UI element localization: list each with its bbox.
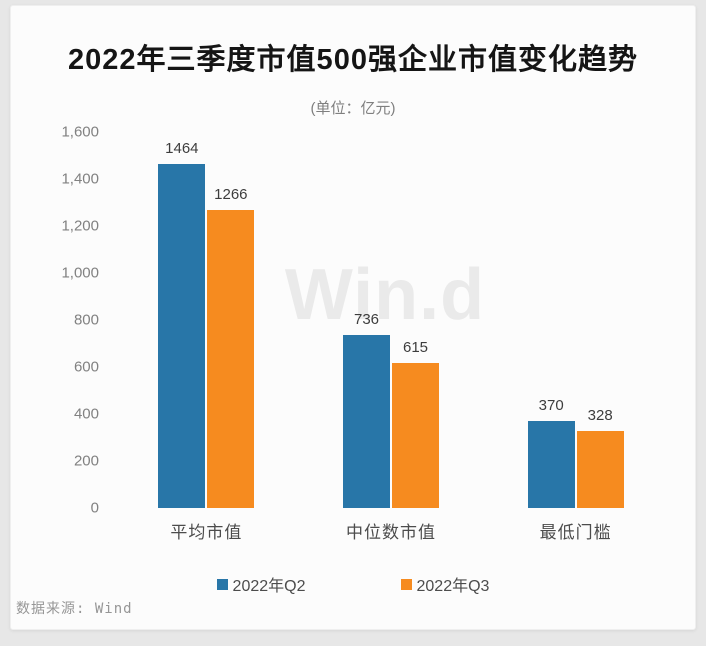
- bar-column: 615: [392, 339, 439, 508]
- y-axis: 0 200 400 600 800 1,000 1,200 1,400 1,600: [31, 124, 99, 517]
- bar: [392, 363, 439, 508]
- chart-card: Win.d 2022年三季度市值500强企业市值变化趋势 (单位：亿元) 0 20…: [10, 5, 696, 630]
- bar-value-label: 1266: [214, 186, 248, 203]
- bar-column: 328: [576, 407, 624, 508]
- bar-value-label: 736: [353, 311, 380, 328]
- bar-value-label: 1464: [165, 140, 199, 157]
- bar-group: 370 328: [483, 132, 668, 508]
- bar: [527, 421, 575, 508]
- plot-area: 1464 1266 736 615 370 328: [114, 132, 668, 508]
- y-tick-label: 0: [90, 499, 99, 517]
- bar-column: 1266: [207, 186, 255, 508]
- bar-column: 736: [343, 311, 390, 508]
- legend-label: 2022年Q3: [416, 578, 490, 595]
- y-tick-label: 1,400: [61, 170, 99, 188]
- bar: [207, 210, 255, 508]
- y-tick-label: 1,000: [61, 264, 99, 282]
- legend-label: 2022年Q2: [232, 578, 306, 595]
- chart-subtitle: (单位：亿元): [310, 100, 396, 117]
- chart-title: 2022年三季度市值500强企业市值变化趋势: [68, 44, 638, 76]
- bar-group: 1464 1266: [114, 132, 299, 508]
- legend-item: 2022年Q3: [400, 572, 490, 596]
- category-label: 中位数市值: [346, 523, 436, 542]
- y-tick-label: 200: [73, 452, 99, 470]
- wind-watermark: Win.d: [284, 255, 486, 335]
- bar: [343, 335, 390, 508]
- data-source: 数据来源: Wind: [16, 601, 133, 617]
- category-label: 最低门槛: [539, 523, 612, 542]
- bar-value-label: 615: [402, 339, 429, 356]
- bar: [576, 431, 624, 508]
- legend-marker-icon: [400, 578, 412, 590]
- bar-value-label: 370: [538, 397, 564, 414]
- bar-column: 370: [527, 397, 575, 508]
- legend: 2022年Q2 2022年Q3: [11, 572, 695, 596]
- y-tick-label: 1,200: [61, 217, 99, 235]
- bar-value-label: 328: [587, 407, 613, 424]
- legend-marker-icon: [216, 578, 228, 590]
- category-axis: 平均市值 中位数市值 最低门槛: [114, 518, 668, 543]
- legend-item: 2022年Q2: [216, 572, 306, 596]
- category-label: 平均市值: [170, 523, 243, 542]
- y-tick-label: 600: [73, 358, 99, 376]
- y-tick-label: 400: [73, 405, 99, 423]
- bar-group: 736 615: [299, 132, 484, 508]
- y-tick-label: 1,600: [61, 123, 99, 141]
- bar: [158, 164, 206, 508]
- y-tick-label: 800: [73, 311, 99, 329]
- bar-column: 1464: [158, 140, 206, 508]
